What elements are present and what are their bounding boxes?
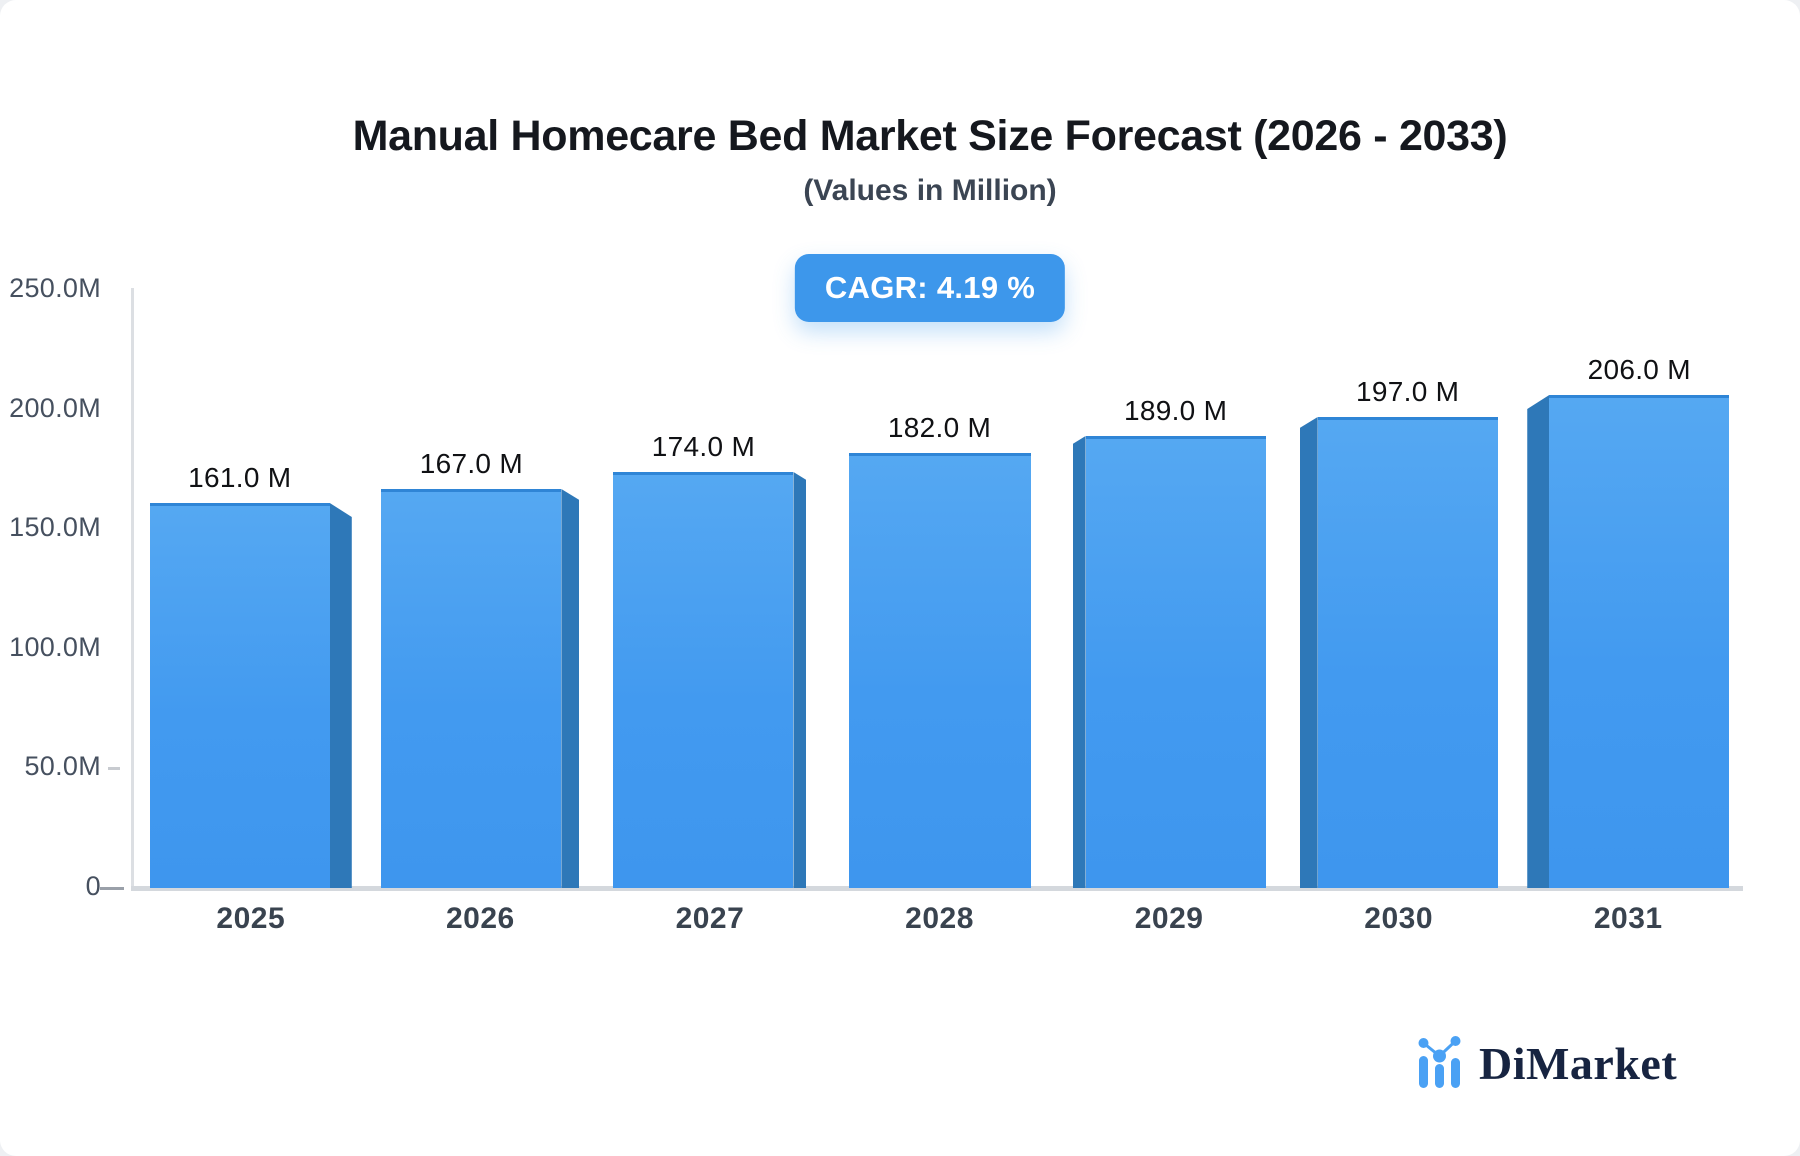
bar-2031[interactable]: 206.0 M [1527, 354, 1730, 888]
bar-slot: 189.0 M [1054, 290, 1284, 888]
bar-value-label-2026: 167.0 M [419, 448, 523, 479]
bar-side-2031 [1527, 395, 1550, 888]
bar-slot: 167.0 M [366, 290, 596, 888]
bar-value-label-2029: 189.0 M [1123, 395, 1228, 426]
bar-face-2025[interactable] [149, 503, 330, 888]
bar-slot: 206.0 M [1513, 290, 1743, 888]
bar-side-2030 [1299, 417, 1318, 888]
bar-side-2027 [793, 472, 807, 888]
y-axis-line [131, 288, 134, 889]
bar-2027[interactable]: 174.0 M [613, 431, 807, 888]
bar-face-2026[interactable] [381, 489, 562, 888]
plot-area: 161.0 M 167.0 M 174.0 M 182.0 M 189.0 M 197.0… [136, 290, 1743, 888]
bar-face-2028[interactable] [848, 453, 1031, 888]
bar-slot: 161.0 M [136, 290, 366, 888]
bar-slot: 197.0 M [1284, 290, 1514, 888]
bar-2030[interactable]: 197.0 M [1299, 376, 1498, 888]
x-axis-label-2031: 2031 [1593, 902, 1663, 935]
x-axis-label-2026: 2026 [445, 902, 515, 935]
y-axis: 250.0M 200.0M 150.0M 100.0M 50.0M 0 [0, 0, 140, 950]
bar-value-label-2025: 161.0 M [188, 462, 292, 493]
bar-2028[interactable]: 182.0 M [848, 412, 1031, 888]
bar-2026[interactable]: 167.0 M [381, 448, 580, 888]
bar-2025[interactable]: 161.0 M [149, 462, 352, 888]
y-axis-label-100.0M: 100.0M [9, 631, 101, 662]
bar-face-2030[interactable] [1317, 417, 1498, 888]
bar-side-2025 [329, 503, 352, 888]
y-axis-label-50.0M: 50.0M [24, 751, 101, 782]
x-axis-labels: 2025 2026 2027 2028 2029 2030 2031 [136, 902, 1743, 936]
bar-face-2031[interactable] [1549, 395, 1730, 888]
y-axis-label-250.0M: 250.0M [9, 273, 101, 303]
bar-slot: 174.0 M [595, 290, 825, 888]
bar-2029[interactable]: 189.0 M [1072, 395, 1266, 888]
x-axis-label-2030: 2030 [1364, 902, 1434, 935]
bar-value-label-2028: 182.0 M [887, 412, 992, 443]
cagr-badge: CAGR: 4.19 % [794, 254, 1066, 322]
chart-title: Manual Homecare Bed Market Size Forecast… [352, 112, 1508, 160]
chart-subtitle: (Values in Million) [803, 174, 1057, 207]
bar-face-2029[interactable] [1085, 436, 1266, 888]
x-axis-label-2027: 2027 [675, 902, 745, 935]
bar-side-2029 [1072, 436, 1086, 888]
x-axis-label-2029: 2029 [1134, 902, 1204, 935]
dimarket-logo[interactable]: DiMarket [1418, 1036, 1677, 1090]
x-axis-label-2025: 2025 [216, 902, 286, 935]
bar-value-label-2031: 206.0 M [1587, 354, 1691, 385]
x-axis-baseline [131, 886, 1743, 891]
bar-value-label-2030: 197.0 M [1356, 376, 1460, 407]
y-axis-label-150.0M: 150.0M [9, 512, 101, 543]
dimarket-logo-text: DiMarket [1479, 1037, 1678, 1089]
x-axis-label-2028: 2028 [905, 902, 974, 935]
bar-value-label-2027: 174.0 M [651, 431, 756, 462]
cagr-badge-label: CAGR: 4.19 % [824, 270, 1036, 305]
bar-face-2027[interactable] [613, 472, 794, 888]
y-axis-label-200.0M: 200.0M [9, 392, 101, 423]
y-axis-tick [100, 887, 124, 890]
y-axis-tick [108, 767, 120, 771]
y-axis-label-0: 0 [85, 871, 101, 901]
bar-slot: 182.0 M [825, 290, 1055, 888]
bar-line-chart-icon [1418, 1036, 1461, 1088]
bar-side-2026 [561, 489, 580, 888]
